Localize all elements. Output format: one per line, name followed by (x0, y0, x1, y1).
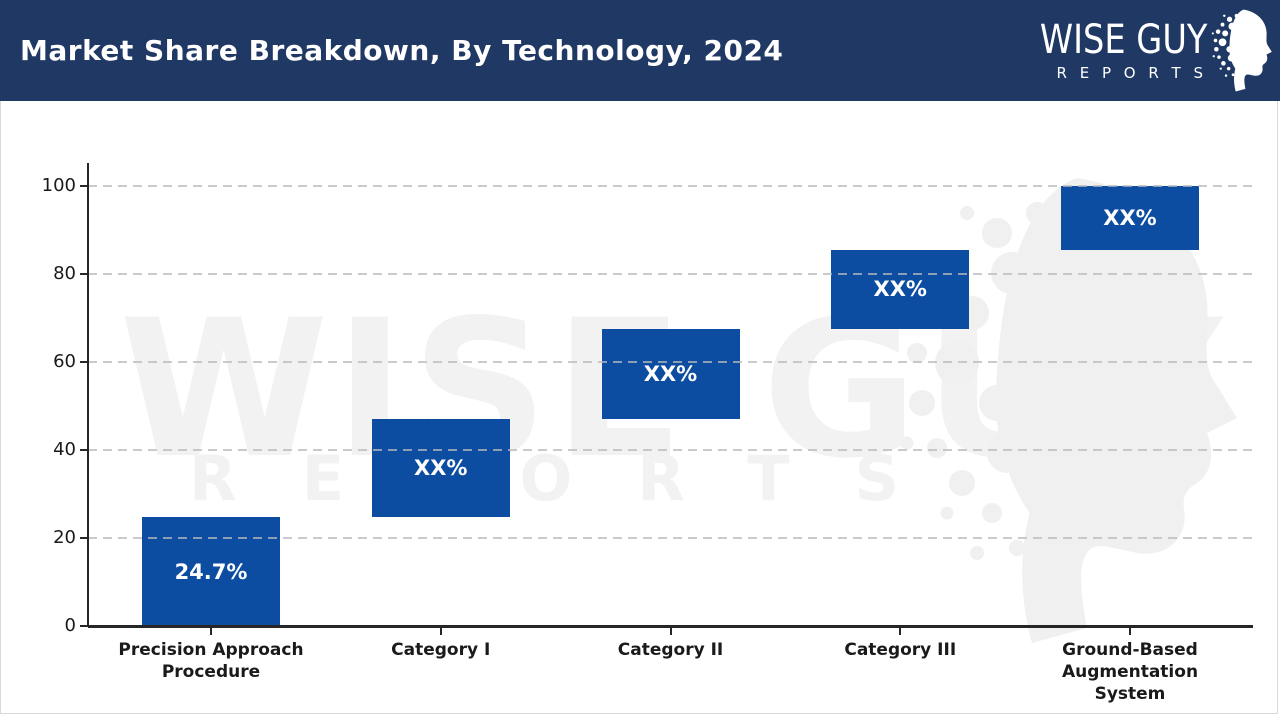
gridline-y-100 (88, 185, 1253, 187)
logo-line-reports: R E P O R T S (1056, 63, 1207, 82)
bar-value-label: 24.7% (174, 559, 248, 584)
x-tick-1 (210, 628, 212, 635)
x-tick-label-line: Augmentation (1061, 662, 1199, 682)
y-tick-100 (80, 185, 88, 187)
y-tick-40 (80, 449, 88, 451)
waterfall-bar-5: XX% (1061, 186, 1199, 250)
gridline-y-20 (88, 537, 1253, 539)
gridline-y-60 (88, 361, 1253, 363)
y-tick-60 (80, 361, 88, 363)
logo-line-wise-guy: WISE GUY (1039, 16, 1207, 63)
x-tick-label: Category III (790, 639, 1010, 661)
y-axis (87, 163, 89, 626)
x-tick-label-line: Category III (844, 640, 957, 660)
chart-title: Market Share Breakdown, By Technology, 2… (20, 34, 784, 67)
head-profile-logo-icon (1210, 7, 1272, 95)
waterfall-bar-4: XX% (831, 249, 970, 329)
waterfall-bar-2: XX% (371, 419, 510, 518)
x-tick-label-line: Precision Approach (118, 640, 304, 660)
x-axis (88, 625, 1253, 628)
wise-guy-reports-logo: WISE GUY R E P O R T S (1008, 0, 1272, 101)
header-bar: Market Share Breakdown, By Technology, 2… (0, 0, 1280, 101)
x-tick-label-line: Procedure (161, 662, 261, 682)
y-tick-label: 60 (53, 351, 76, 372)
x-tick-label: Category II (561, 639, 781, 661)
x-tick-label-line: Category II (617, 640, 724, 660)
waterfall-bar-1: 24.7% (142, 517, 280, 626)
x-tick-5 (1129, 628, 1131, 635)
y-tick-label: 20 (53, 527, 76, 548)
x-tick-2 (439, 628, 442, 635)
x-tick-label: Category I (331, 639, 551, 661)
y-tick-label: 100 (41, 175, 76, 196)
x-tick-4 (899, 628, 902, 635)
x-tick-label-line: Ground-Based (1062, 640, 1198, 660)
y-tick-label: 0 (64, 615, 76, 636)
x-tick-label: Precision Approach Procedure (101, 639, 321, 683)
x-tick-label: Ground-Based Augmentation System (1020, 639, 1240, 705)
x-tick-label-line: Category I (391, 640, 491, 660)
logo-wordmark: WISE GUY R E P O R T S (1008, 20, 1207, 82)
y-tick-label: 80 (53, 263, 76, 284)
gridline-y-40 (88, 449, 1253, 451)
bar-value-label: XX% (873, 277, 927, 302)
bar-value-label: XX% (1103, 205, 1157, 230)
gridline-y-80 (88, 273, 1253, 275)
x-tick-3 (669, 628, 672, 635)
bar-value-label: XX% (414, 456, 468, 481)
y-tick-label: 40 (53, 439, 76, 460)
x-tick-label-line: System (1094, 684, 1166, 704)
y-tick-20 (80, 537, 88, 539)
bar-value-label: XX% (643, 362, 698, 387)
y-tick-0 (80, 625, 88, 627)
waterfall-bar-3: XX% (601, 329, 740, 420)
y-tick-80 (80, 273, 88, 275)
